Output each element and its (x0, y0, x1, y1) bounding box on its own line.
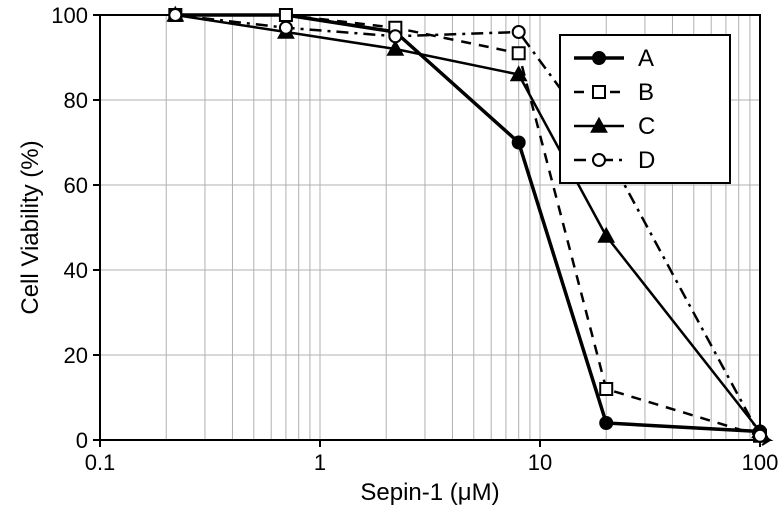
svg-text:80: 80 (64, 88, 88, 113)
svg-text:1: 1 (314, 450, 326, 475)
svg-text:Cell Viability (%): Cell Viability (%) (17, 140, 44, 314)
svg-text:D: D (638, 147, 655, 174)
svg-text:B: B (638, 79, 654, 106)
dose-response-chart: 0.1 1 10 100 0 20 40 60 80 100 Sepin-1 (μM) Cell Vi… (0, 0, 779, 517)
svg-text:100: 100 (742, 450, 779, 475)
svg-text:60: 60 (64, 173, 88, 198)
svg-text:10: 10 (528, 450, 552, 475)
chart-container: 0.1 1 10 100 0 20 40 60 80 100 Sepin-1 (μM) Cell Vi… (0, 0, 779, 517)
svg-text:40: 40 (64, 258, 88, 283)
svg-text:0: 0 (76, 428, 88, 453)
svg-text:A: A (638, 45, 654, 72)
svg-text:C: C (638, 113, 655, 140)
svg-text:Sepin-1 (μM): Sepin-1 (μM) (360, 479, 499, 506)
svg-text:100: 100 (51, 3, 88, 28)
svg-text:20: 20 (64, 343, 88, 368)
svg-text:0.1: 0.1 (85, 450, 116, 475)
